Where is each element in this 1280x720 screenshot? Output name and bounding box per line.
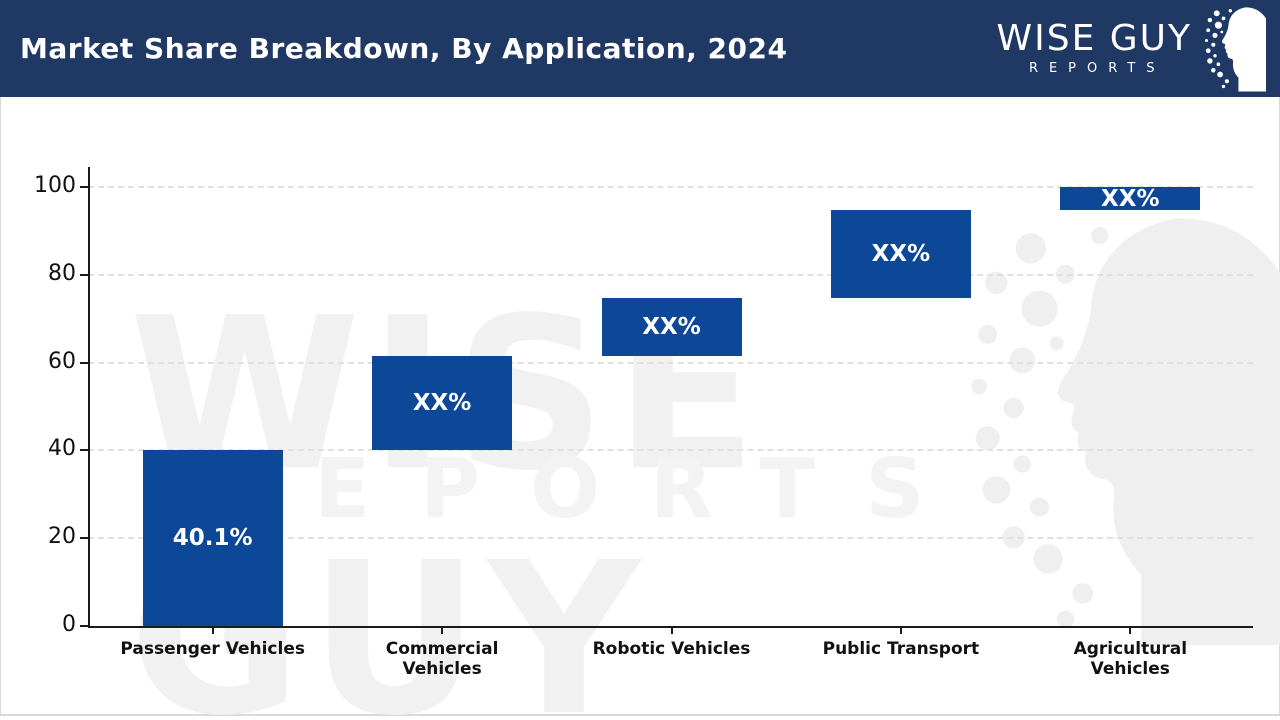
y-tick-label: 100 <box>34 173 76 198</box>
gridline <box>88 361 1253 364</box>
watermark-subtext: REPORTS <box>201 442 975 537</box>
bar-commercial-vehicles: XX% <box>372 356 513 450</box>
y-axis-line <box>88 167 90 628</box>
header: Market Share Breakdown, By Application, … <box>0 0 1280 97</box>
gridline <box>88 186 1253 188</box>
bar-value-label: XX% <box>412 389 472 416</box>
page-title: Market Share Breakdown, By Application, … <box>20 32 788 65</box>
y-tick-mark <box>80 537 88 540</box>
bar-value-label: 40.1% <box>172 524 253 551</box>
x-axis-line <box>88 626 1253 628</box>
brand-tagline: REPORTS <box>1028 61 1166 76</box>
bar-value-label: XX% <box>642 314 701 341</box>
brand-name: WISE GUY <box>996 18 1192 59</box>
y-tick-mark <box>80 186 88 188</box>
y-tick-label: 60 <box>48 348 76 374</box>
y-tick-mark <box>80 273 88 276</box>
y-tick-mark <box>80 625 88 627</box>
bar-agricultural-vehicles: XX% <box>1060 185 1201 212</box>
x-tick-mark <box>670 627 673 634</box>
gridline <box>88 449 1253 452</box>
x-tick-mark <box>1129 627 1132 634</box>
y-tick-mark <box>80 449 88 452</box>
watermark-face-icon <box>936 157 1280 702</box>
bar-passenger-vehicles: 40.1% <box>142 449 283 626</box>
gridline <box>88 537 1253 540</box>
brand-logo: WISE GUY REPORTS <box>997 6 1267 92</box>
bar-robotic-vehicles: XX% <box>601 298 742 356</box>
x-tick-mark <box>441 627 444 634</box>
x-axis-label-robotic-vehicles: Robotic Vehicles <box>592 639 751 659</box>
x-tick-mark <box>211 627 214 634</box>
x-axis-label-commercial-vehicles: Commercial Vehicles <box>385 639 499 680</box>
chart-area: WISE GUY REPORTS 02040608010040.1%XX%XX%… <box>0 97 1280 720</box>
x-tick-mark <box>899 627 902 634</box>
y-tick-label: 0 <box>62 612 76 637</box>
gridline <box>88 273 1253 276</box>
y-tick-mark <box>80 361 88 364</box>
brand-logo-text: WISE GUY REPORTS <box>996 18 1193 77</box>
y-tick-label: 80 <box>48 260 76 286</box>
brand-face-icon <box>1198 6 1266 92</box>
x-axis-label-passenger-vehicles: Passenger Vehicles <box>120 639 305 659</box>
bar-public-transport: XX% <box>830 210 971 299</box>
x-axis-label-public-transport: Public Transport <box>822 639 980 659</box>
y-tick-label: 20 <box>48 524 76 550</box>
bar-value-label: XX% <box>871 241 931 268</box>
y-tick-label: 40 <box>48 436 76 462</box>
bar-value-label: XX% <box>1101 185 1160 212</box>
x-axis-label-agricultural-vehicles: Agricultural Vehicles <box>1073 639 1188 680</box>
